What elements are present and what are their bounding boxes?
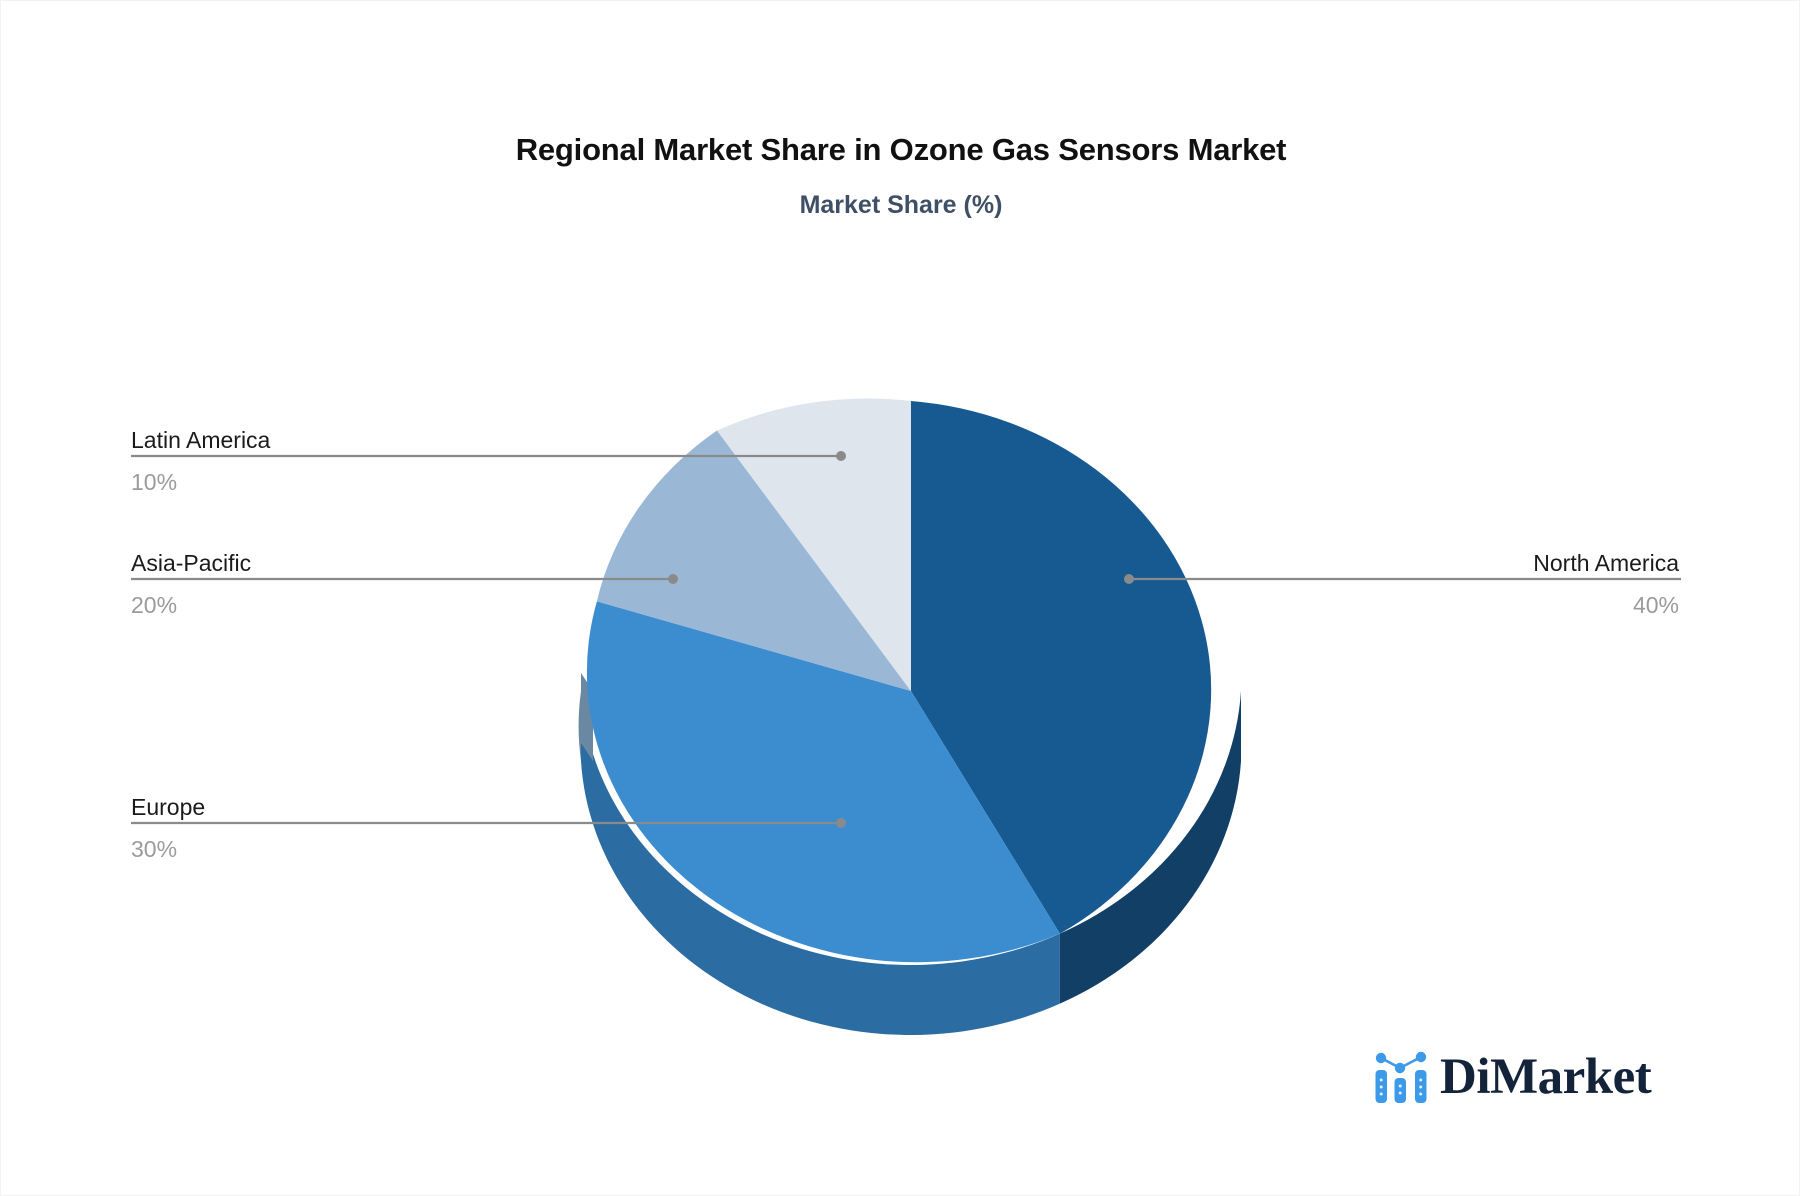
page-title: Regional Market Share in Ozone Gas Senso… bbox=[515, 132, 1287, 167]
pie-wall-europe bbox=[581, 691, 1060, 1036]
callout-value-north-america: 40% bbox=[1632, 592, 1679, 618]
leader-dot-asia-pacific bbox=[668, 574, 678, 584]
callout-label-latin-america: Latin America bbox=[131, 427, 271, 453]
pie-slice-asia-pacific bbox=[596, 430, 911, 691]
chart-subtitle: Market Share (%) bbox=[799, 191, 1003, 219]
callout-value-asia-pacific: 20% bbox=[131, 592, 178, 618]
leader-dot-latin-america bbox=[836, 451, 846, 461]
callout-value-europe: 30% bbox=[131, 836, 178, 862]
leader-dot-europe bbox=[836, 818, 846, 828]
callout-label-asia-pacific: Asia-Pacific bbox=[131, 550, 252, 576]
chart-bars-icon bbox=[1375, 1051, 1427, 1103]
callout-value-latin-america: 10% bbox=[131, 469, 178, 495]
pie-slice-north-america bbox=[911, 401, 1212, 934]
pie-slice-latin-america bbox=[717, 398, 911, 691]
pie-wall-asia-pacific bbox=[578, 691, 581, 761]
brand-logo: DiMarket bbox=[1373, 1048, 1652, 1105]
pie-wall-north-america bbox=[1059, 691, 1241, 1004]
pie-leader-lines bbox=[131, 451, 1681, 828]
brand-wordmark: DiMarket bbox=[1440, 1048, 1652, 1105]
pie-top-face bbox=[586, 398, 1212, 963]
callout-label-europe: Europe bbox=[131, 794, 206, 820]
leader-dot-north-america bbox=[1124, 574, 1134, 584]
pie-slice-europe bbox=[586, 601, 1060, 963]
callout-label-north-america: North America bbox=[1533, 550, 1679, 576]
